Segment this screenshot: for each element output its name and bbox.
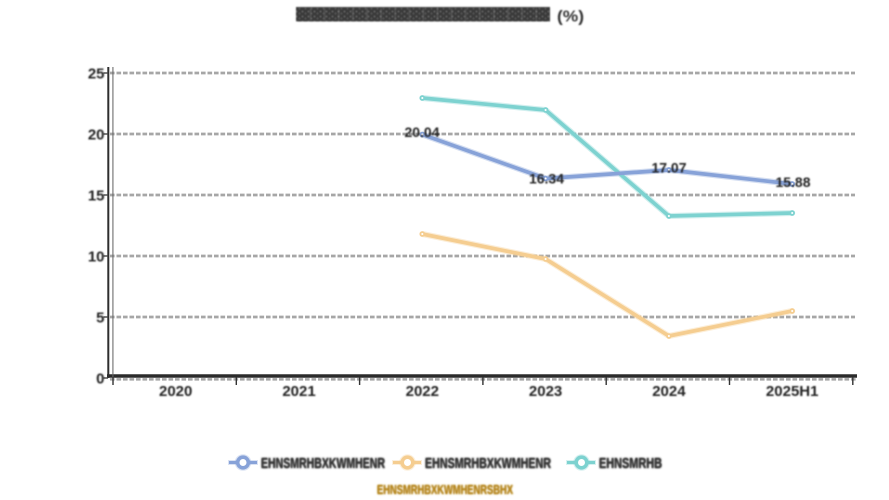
svg-text:2025H1: 2025H1 bbox=[766, 383, 819, 400]
svg-text:(%): (%) bbox=[557, 9, 584, 26]
svg-text:EHNSMRHB: EHNSMRHB bbox=[599, 455, 662, 472]
svg-text:EHNSMRHBXKWMHENR: EHNSMRHBXKWMHENR bbox=[261, 455, 385, 472]
svg-text:10: 10 bbox=[88, 248, 105, 265]
svg-text:2020: 2020 bbox=[159, 383, 192, 400]
svg-text:0: 0 bbox=[96, 370, 104, 387]
svg-text:EHNSMRHBXKWMHENR: EHNSMRHBXKWMHENR bbox=[425, 455, 551, 472]
svg-text:15.88: 15.88 bbox=[775, 174, 810, 190]
svg-text:25: 25 bbox=[88, 65, 105, 82]
svg-text:EHNSMRHB: EHNSMRHB bbox=[599, 455, 662, 472]
svg-text:2024: 2024 bbox=[652, 383, 686, 400]
svg-text:17.07: 17.07 bbox=[651, 160, 686, 176]
svg-text:5: 5 bbox=[96, 309, 104, 326]
svg-text:EHNSMRHBXKWMHENRSBHX: EHNSMRHBXKWMHENRSBHX bbox=[377, 483, 513, 497]
svg-text:15: 15 bbox=[88, 187, 105, 204]
svg-text:EHNSMRHBXKWMHENR: EHNSMRHBXKWMHENR bbox=[425, 455, 551, 472]
svg-text:EHNSMRHBXKWMHENR: EHNSMRHBXKWMHENR bbox=[261, 455, 385, 472]
svg-text:16.34: 16.34 bbox=[529, 171, 564, 187]
svg-text:EHNSMRHBXKWMHENRSBHX: EHNSMRHBXKWMHENRSBHX bbox=[377, 483, 513, 497]
svg-text:2021: 2021 bbox=[282, 383, 315, 400]
svg-text:2023: 2023 bbox=[529, 383, 562, 400]
svg-text:20: 20 bbox=[88, 126, 105, 143]
svg-text:20.04: 20.04 bbox=[404, 124, 439, 140]
svg-text:2022: 2022 bbox=[406, 383, 439, 400]
